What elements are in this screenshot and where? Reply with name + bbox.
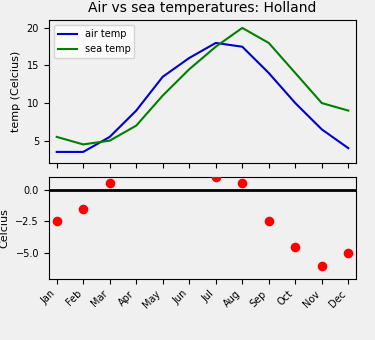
Point <box>345 251 351 256</box>
sea temp <box>187 67 192 71</box>
air temp <box>346 146 351 150</box>
air temp <box>267 71 271 75</box>
sea temp <box>213 45 218 49</box>
Title: Air vs sea temperatures: Holland: Air vs sea temperatures: Holland <box>88 1 316 15</box>
sea temp <box>346 108 351 113</box>
Point <box>266 219 272 224</box>
Point <box>54 219 60 224</box>
sea temp <box>108 139 112 143</box>
air temp <box>187 56 192 60</box>
Point <box>213 174 219 180</box>
sea temp <box>134 123 138 128</box>
air temp <box>54 150 59 154</box>
Point <box>133 155 139 160</box>
air temp <box>160 75 165 79</box>
air temp <box>320 128 324 132</box>
air temp <box>213 41 218 45</box>
Line: air temp: air temp <box>57 43 348 152</box>
Y-axis label: temp (Celcius): temp (Celcius) <box>11 51 21 132</box>
air temp <box>108 135 112 139</box>
Point <box>292 244 298 250</box>
sea temp <box>293 71 297 75</box>
air temp <box>81 150 86 154</box>
Y-axis label: Celcius: Celcius <box>0 208 10 248</box>
air temp <box>293 101 297 105</box>
Point <box>107 181 113 186</box>
sea temp <box>267 41 271 45</box>
Point <box>319 263 325 269</box>
Point <box>239 181 245 186</box>
sea temp <box>54 135 59 139</box>
Legend: air temp, sea temp: air temp, sea temp <box>54 25 135 58</box>
sea temp <box>160 94 165 98</box>
Point <box>80 206 86 211</box>
sea temp <box>240 26 244 30</box>
air temp <box>134 108 138 113</box>
Point <box>160 168 166 173</box>
Point <box>186 168 192 173</box>
air temp <box>240 45 244 49</box>
sea temp <box>320 101 324 105</box>
sea temp <box>81 142 86 147</box>
Line: sea temp: sea temp <box>57 28 348 144</box>
